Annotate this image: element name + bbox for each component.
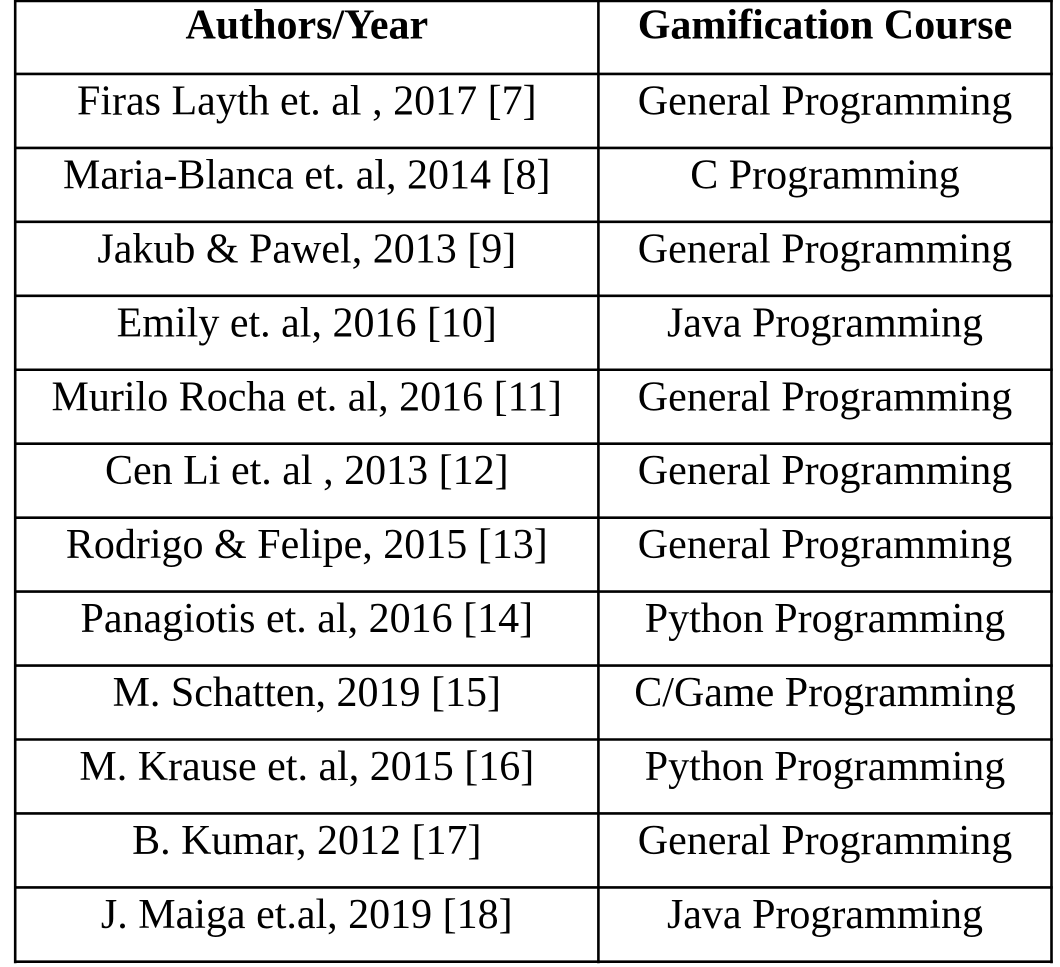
svg-text:C Programming: C Programming: [690, 152, 960, 198]
svg-text:Gamification Course: Gamification Course: [638, 3, 1012, 49]
svg-text:Cen Li et. al , 2013 [12]: Cen Li et. al , 2013 [12]: [105, 448, 509, 494]
svg-text:Murilo Rocha et. al, 2016 [11]: Murilo Rocha et. al, 2016 [11]: [52, 374, 563, 420]
svg-text:Python Programming: Python Programming: [645, 596, 1006, 642]
svg-text:Java Programming: Java Programming: [667, 300, 983, 346]
svg-text:Firas Layth et. al , 2017 [7]: Firas Layth et. al , 2017 [7]: [77, 78, 537, 124]
svg-text:Jakub & Pawel, 2013 [9]: Jakub & Pawel, 2013 [9]: [97, 226, 516, 272]
svg-text:Rodrigo & Felipe, 2015 [13]: Rodrigo & Felipe, 2015 [13]: [66, 522, 548, 568]
svg-text:C/Game Programming: C/Game Programming: [634, 670, 1015, 716]
svg-text:M. Schatten, 2019 [15]: M. Schatten, 2019 [15]: [113, 670, 501, 716]
svg-text:Python Programming: Python Programming: [645, 744, 1006, 790]
svg-text:General Programming: General Programming: [638, 226, 1012, 272]
svg-text:General Programming: General Programming: [638, 448, 1012, 494]
svg-text:General Programming: General Programming: [638, 78, 1012, 124]
svg-text:Emily et. al, 2016 [10]: Emily et. al, 2016 [10]: [117, 300, 497, 346]
svg-text:J. Maiga et.al, 2019 [18]: J. Maiga et.al, 2019 [18]: [101, 892, 513, 938]
svg-text:General Programming: General Programming: [638, 374, 1012, 420]
svg-text:General Programming: General Programming: [638, 818, 1012, 864]
svg-text:Panagiotis et. al, 2016 [14]: Panagiotis et. al, 2016 [14]: [81, 596, 534, 642]
svg-text:General Programming: General Programming: [638, 522, 1012, 568]
svg-text:B. Kumar, 2012 [17]: B. Kumar, 2012 [17]: [132, 818, 481, 864]
svg-text:M. Krause et. al, 2015 [16]: M. Krause et. al, 2015 [16]: [79, 744, 534, 790]
svg-text:Java Programming: Java Programming: [667, 892, 983, 938]
svg-text:Authors/Year: Authors/Year: [185, 3, 428, 49]
svg-text:Maria-Blanca et. al, 2014 [8]: Maria-Blanca et. al, 2014 [8]: [63, 152, 550, 198]
